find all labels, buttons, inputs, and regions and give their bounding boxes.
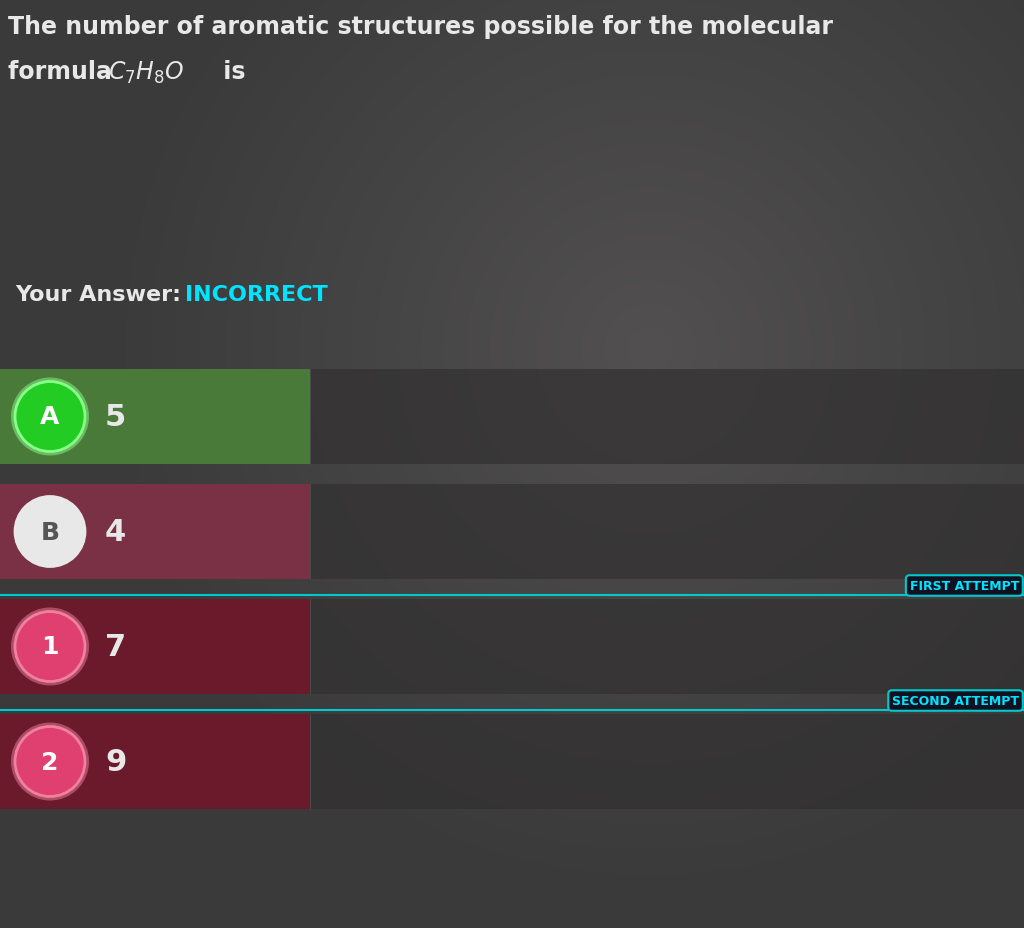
- Text: Your Answer:: Your Answer:: [15, 285, 181, 304]
- Bar: [0, 715, 310, 809]
- Text: 1: 1: [41, 635, 58, 659]
- Bar: [0, 484, 310, 579]
- Text: The number of aromatic structures possible for the molecular: The number of aromatic structures possib…: [8, 15, 833, 39]
- Text: is: is: [215, 60, 246, 84]
- Ellipse shape: [11, 608, 89, 686]
- Bar: [310, 484, 1024, 579]
- Ellipse shape: [15, 382, 85, 452]
- Bar: [0, 599, 310, 694]
- Bar: [0, 369, 310, 465]
- Bar: [310, 369, 1024, 465]
- Ellipse shape: [11, 723, 89, 801]
- Text: formula: formula: [8, 60, 120, 84]
- Text: FIRST ATTEMPT: FIRST ATTEMPT: [909, 579, 1019, 592]
- Text: 2: 2: [41, 750, 58, 774]
- Text: 9: 9: [105, 747, 126, 776]
- Bar: [310, 599, 1024, 694]
- Ellipse shape: [15, 727, 85, 796]
- Text: A: A: [40, 405, 59, 429]
- Text: SECOND ATTEMPT: SECOND ATTEMPT: [892, 694, 1019, 707]
- Ellipse shape: [15, 497, 85, 567]
- Text: 4: 4: [105, 518, 126, 547]
- Ellipse shape: [11, 378, 89, 456]
- Text: $C_7H_8O$: $C_7H_8O$: [108, 60, 184, 86]
- Text: B: B: [41, 520, 59, 544]
- Text: 7: 7: [105, 632, 126, 662]
- Text: INCORRECT: INCORRECT: [185, 285, 328, 304]
- Text: 5: 5: [105, 403, 126, 432]
- Bar: [310, 715, 1024, 809]
- Ellipse shape: [15, 612, 85, 682]
